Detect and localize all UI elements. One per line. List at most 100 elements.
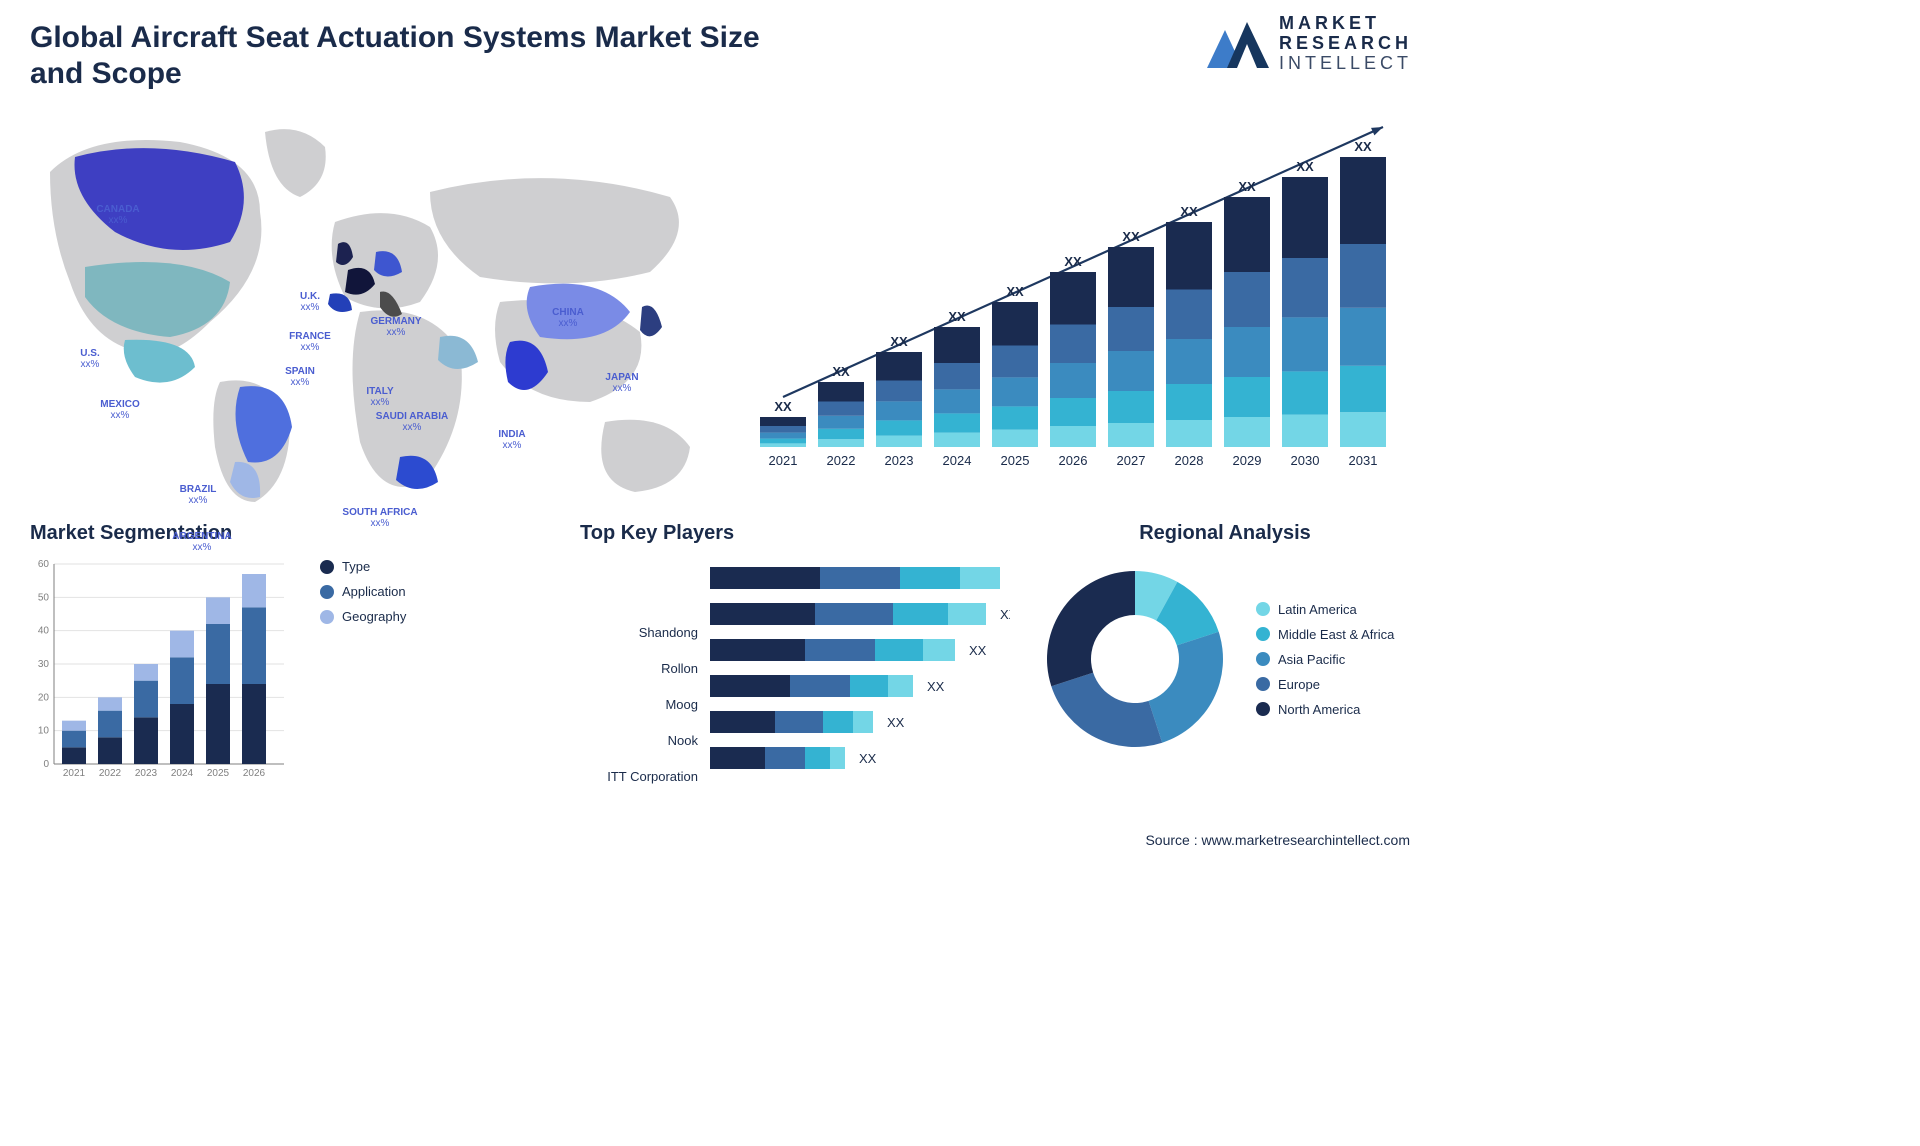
map-label-saudi-arabia: SAUDI ARABIAxx% — [376, 411, 448, 433]
svg-text:XX: XX — [1238, 179, 1256, 194]
segmentation-legend-item: Type — [320, 559, 406, 574]
svg-text:2025: 2025 — [207, 768, 230, 779]
map-label-u-k-: U.K.xx% — [300, 291, 320, 313]
regional-legend-item: North America — [1256, 702, 1394, 717]
legend-label: North America — [1278, 702, 1360, 717]
legend-swatch-icon — [1256, 652, 1270, 666]
svg-text:40: 40 — [38, 626, 50, 637]
segmentation-title: Market Segmentation — [30, 522, 550, 545]
page-title: Global Aircraft Seat Actuation Systems M… — [30, 20, 790, 92]
svg-text:2023: 2023 — [885, 453, 914, 468]
svg-text:Moog: Moog — [665, 697, 698, 712]
segmentation-legend: Type Application Geography — [320, 559, 406, 624]
svg-text:XX: XX — [1064, 254, 1082, 269]
legend-label: Latin America — [1278, 602, 1357, 617]
logo-text: MARKET RESEARCH INTELLECT — [1279, 14, 1412, 73]
svg-text:60: 60 — [38, 559, 50, 570]
svg-text:2023: 2023 — [135, 768, 158, 779]
svg-text:XX: XX — [1000, 607, 1010, 622]
world-map: CANADAxx%U.S.xx%MEXICOxx%BRAZILxx%ARGENT… — [30, 102, 720, 502]
legend-swatch-icon — [1256, 627, 1270, 641]
segmentation-block: Market Segmentation 01020304050602021202… — [30, 522, 550, 794]
regional-legend-item: Asia Pacific — [1256, 652, 1394, 667]
regional-block: Regional Analysis Latin America Middle Ea… — [1040, 522, 1410, 794]
svg-text:2021: 2021 — [769, 453, 798, 468]
legend-swatch-icon — [320, 585, 334, 599]
svg-text:XX: XX — [969, 643, 987, 658]
svg-text:2031: 2031 — [1349, 453, 1378, 468]
legend-label: Type — [342, 559, 370, 574]
map-label-france: FRANCExx% — [289, 331, 331, 353]
svg-text:2021: 2021 — [63, 768, 86, 779]
svg-text:2025: 2025 — [1001, 453, 1030, 468]
map-label-mexico: MEXICOxx% — [100, 399, 139, 421]
svg-text:XX: XX — [832, 364, 850, 379]
svg-text:XX: XX — [774, 399, 792, 414]
svg-text:XX: XX — [948, 309, 966, 324]
svg-text:2024: 2024 — [943, 453, 972, 468]
legend-swatch-icon — [320, 610, 334, 624]
svg-text:2026: 2026 — [1059, 453, 1088, 468]
svg-text:10: 10 — [38, 726, 50, 737]
svg-text:20: 20 — [38, 692, 50, 703]
svg-text:Nook: Nook — [668, 733, 699, 748]
svg-text:XX: XX — [1006, 284, 1024, 299]
svg-text:XX: XX — [890, 334, 908, 349]
svg-text:ITT Corporation: ITT Corporation — [607, 769, 698, 784]
regional-legend-item: Latin America — [1256, 602, 1394, 617]
svg-text:2028: 2028 — [1175, 453, 1204, 468]
svg-text:2027: 2027 — [1117, 453, 1146, 468]
market-size-chart: XX 2021 XX 2022 XX 2023 XX 2024 XX 2025 XX 2026 XX 20… — [750, 102, 1410, 502]
svg-text:XX: XX — [1296, 159, 1314, 174]
map-label-u-s-: U.S.xx% — [80, 348, 99, 370]
map-label-italy: ITALYxx% — [366, 386, 393, 408]
legend-swatch-icon — [320, 560, 334, 574]
svg-text:2029: 2029 — [1233, 453, 1262, 468]
svg-text:2022: 2022 — [99, 768, 122, 779]
map-label-brazil: BRAZILxx% — [180, 484, 217, 506]
map-label-germany: GERMANYxx% — [370, 316, 421, 338]
legend-label: Asia Pacific — [1278, 652, 1345, 667]
regional-title: Regional Analysis — [1040, 522, 1410, 545]
svg-text:2030: 2030 — [1291, 453, 1320, 468]
regional-legend: Latin America Middle East & Africa Asia Pa… — [1256, 602, 1394, 717]
svg-text:XX: XX — [1180, 204, 1198, 219]
svg-text:XX: XX — [859, 751, 877, 766]
players-block: Top Key Players XX XX Shandong XX Rollon XX Mo… — [580, 522, 1010, 794]
svg-text:2024: 2024 — [171, 768, 194, 779]
source-text: Source : www.marketresearchintellect.com — [1145, 832, 1410, 848]
legend-swatch-icon — [1256, 677, 1270, 691]
segmentation-legend-item: Application — [320, 584, 406, 599]
svg-text:XX: XX — [1122, 229, 1140, 244]
regional-legend-item: Europe — [1256, 677, 1394, 692]
segmentation-chart: 0102030405060202120222023202420252026 — [30, 559, 290, 779]
main-chart-svg: XX 2021 XX 2022 XX 2023 XX 2024 XX 2025 XX 2026 XX 20… — [750, 112, 1410, 472]
svg-text:Shandong: Shandong — [639, 625, 698, 640]
segmentation-legend-item: Geography — [320, 609, 406, 624]
legend-label: Application — [342, 584, 406, 599]
svg-text:XX: XX — [927, 679, 945, 694]
map-label-japan: JAPANxx% — [605, 372, 638, 394]
svg-text:XX: XX — [1354, 139, 1372, 154]
players-chart: XXXXShandongXXRollonXXMoogXXNookXXITT Co… — [580, 559, 1010, 789]
svg-text:2022: 2022 — [827, 453, 856, 468]
map-label-china: CHINAxx% — [552, 307, 584, 329]
legend-swatch-icon — [1256, 602, 1270, 616]
svg-text:0: 0 — [43, 759, 49, 770]
legend-label: Geography — [342, 609, 406, 624]
svg-text:30: 30 — [38, 659, 50, 670]
world-map-svg — [30, 102, 720, 502]
svg-text:2026: 2026 — [243, 768, 266, 779]
logo-mark-icon — [1207, 20, 1269, 68]
map-label-argentina: ARGENTINAxx% — [172, 531, 231, 553]
svg-text:Rollon: Rollon — [661, 661, 698, 676]
svg-text:XX: XX — [887, 715, 905, 730]
regional-legend-item: Middle East & Africa — [1256, 627, 1394, 642]
brand-logo: MARKET RESEARCH INTELLECT — [1207, 14, 1412, 73]
map-label-canada: CANADAxx% — [96, 204, 139, 226]
map-label-spain: SPAINxx% — [285, 366, 315, 388]
legend-label: Europe — [1278, 677, 1320, 692]
map-label-south-africa: SOUTH AFRICAxx% — [342, 507, 417, 529]
map-label-india: INDIAxx% — [498, 429, 525, 451]
players-title: Top Key Players — [580, 522, 1010, 545]
